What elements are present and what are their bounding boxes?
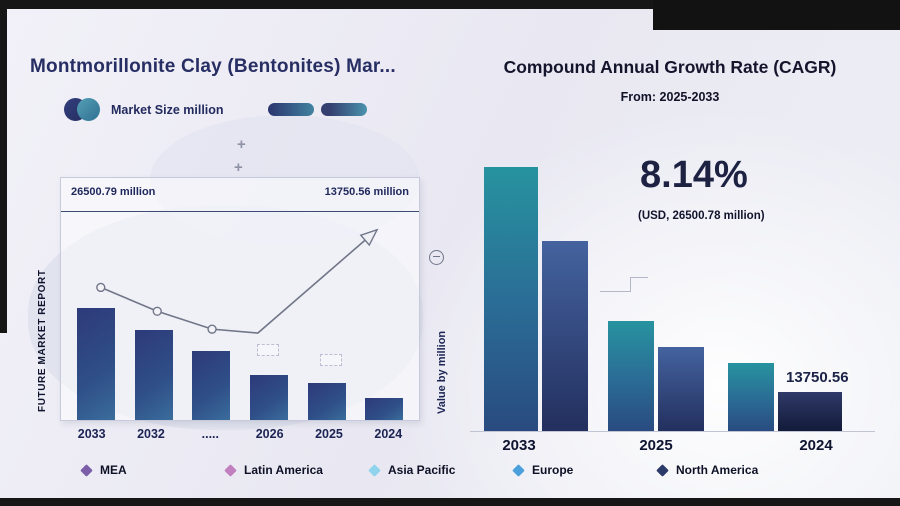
market-size-bar-slot <box>67 308 125 420</box>
left-y-axis-label: FUTURE MARKET REPORT <box>37 269 48 412</box>
diamond-icon <box>656 463 669 477</box>
market-size-legend-label: Market Size million <box>111 102 224 117</box>
top-frame-bar <box>0 0 900 9</box>
market-size-chart: 26500.79 million 13750.56 million <box>60 177 420 421</box>
start-value-label: 26500.79 million <box>71 186 156 198</box>
ghost-value-box <box>320 354 342 366</box>
cagr-subtitle: From: 2025-2033 <box>620 90 720 104</box>
cagr-bar-group-2024 <box>728 363 842 432</box>
diamond-icon <box>512 463 525 477</box>
left-axis-year-2025: 2025 <box>315 427 343 441</box>
end-value-label: 13750.56 million <box>324 186 409 198</box>
market-size-bar-2033 <box>76 308 115 420</box>
pill-icon <box>321 103 367 116</box>
chart-annotations: 26500.79 million 13750.56 million <box>71 186 409 198</box>
legend-item-latin-america: Latin America <box>224 463 370 477</box>
diamond-icon <box>80 463 93 477</box>
left-x-axis-labels: 2033 2032..... 2026 2025 2024 <box>62 427 418 441</box>
right-axis-year-2024: 2024 <box>799 437 833 454</box>
left-axis-year-2033: 2033 <box>77 427 106 441</box>
cagr-bar-2033-high <box>484 167 538 432</box>
market-size-bar-slot <box>355 398 413 420</box>
cagr-bars <box>478 160 874 432</box>
market-size-bar-2025 <box>307 383 346 420</box>
pill-icon <box>268 103 314 116</box>
cagr-bar-2025-high <box>608 321 654 432</box>
market-size-bar-slot <box>240 375 298 420</box>
market-size-bar-slot <box>298 383 356 420</box>
circle-minus-icon <box>429 250 444 265</box>
right-y-axis-label: Value by million <box>436 330 448 414</box>
market-size-legend: Market Size million <box>64 97 224 122</box>
region-legend: MEA Latin America Asia Pacific Europe North … <box>80 463 759 477</box>
step-decor-line <box>630 277 648 292</box>
top-right-frame-block <box>653 0 900 30</box>
market-size-bar-2026 <box>249 375 288 420</box>
left-axis-year-2024: 2024 <box>374 427 403 441</box>
plus-icon: + <box>234 159 243 176</box>
cagr-bar-group-2025 <box>608 321 704 432</box>
value-callout: 13750.56 <box>786 369 849 386</box>
cagr-bar-2024-high <box>728 363 774 432</box>
cagr-bar-2024-low <box>778 392 842 432</box>
legend-item-europe: Europe <box>512 463 658 477</box>
ghost-value-box <box>257 344 279 356</box>
right-x-axis-labels: 2033 2025 2024 <box>478 437 874 457</box>
chart-divider-line <box>61 211 419 212</box>
legend-item-mea: MEA <box>80 463 226 477</box>
legend-label: North America <box>676 463 759 477</box>
disc-legend-icon <box>64 97 101 122</box>
right-axis-year-2033: 2033 <box>502 437 536 454</box>
cagr-title: Compound Annual Growth Rate (CAGR) <box>503 57 837 77</box>
cagr-bar-2025-low <box>658 347 704 432</box>
legend-label: Latin America <box>244 463 323 477</box>
left-axis-year-2026: 2026 <box>255 427 284 441</box>
right-axis-year-2025: 2025 <box>639 437 673 454</box>
right-chart-baseline <box>470 431 875 432</box>
market-size-bar-..... <box>192 351 231 420</box>
gradient-pills <box>268 103 367 116</box>
legend-item-asia-pacific: Asia Pacific <box>368 463 514 477</box>
legend-label: Asia Pacific <box>388 463 456 477</box>
market-size-bar-slot <box>182 351 240 420</box>
cagr-bar-group-2033 <box>484 167 588 432</box>
left-frame-strip <box>0 9 7 333</box>
left-axis-year-.....: ..... <box>201 427 219 441</box>
bottom-frame-bar <box>0 498 900 506</box>
market-size-bar-2032 <box>134 330 173 420</box>
cagr-value: 8.14% <box>640 154 748 196</box>
legend-label: Europe <box>532 463 574 477</box>
plus-icon: + <box>237 136 246 153</box>
diamond-icon <box>368 463 381 477</box>
market-size-bar-slot <box>125 330 183 420</box>
legend-label: MEA <box>100 463 127 477</box>
cagr-bar-2033-low <box>542 241 588 432</box>
left-chart-title: Montmorillonite Clay (Bentonites) Mar... <box>30 56 396 77</box>
cagr-note: (USD, 26500.78 million) <box>638 210 765 222</box>
diamond-icon <box>224 463 237 477</box>
step-decor-line <box>600 291 630 292</box>
market-size-bar-2024 <box>365 398 404 420</box>
market-size-bars <box>67 208 413 420</box>
left-axis-year-2032: 2032 <box>137 427 165 441</box>
legend-item-north-america: North America <box>656 463 759 477</box>
